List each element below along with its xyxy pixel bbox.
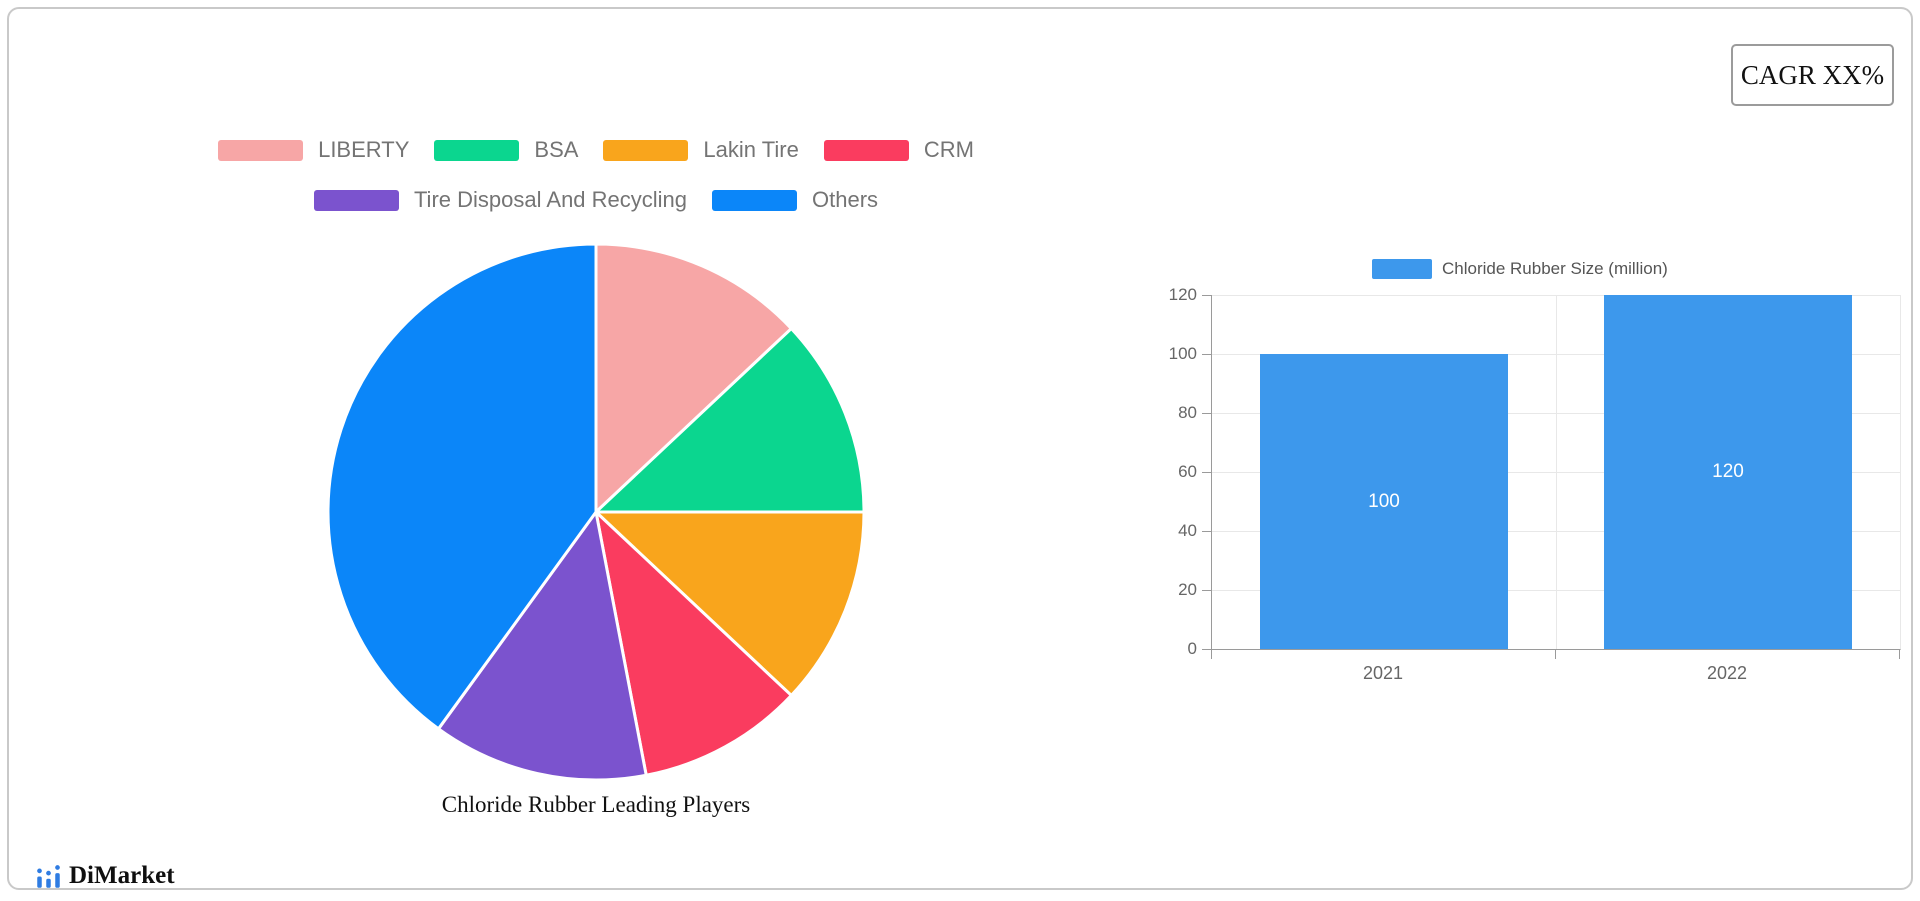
legend-swatch <box>313 189 399 211</box>
y-axis-tick-label: 100 <box>1168 344 1197 363</box>
y-axis-tick <box>1202 472 1211 473</box>
legend-swatch <box>434 139 520 161</box>
bar-2021[interactable]: 100 <box>1260 354 1508 649</box>
y-axis-tick-label: 0 <box>1187 639 1197 658</box>
x-axis-tick-label-2022: 2022 <box>1706 663 1748 683</box>
bar-value-label: 100 <box>1368 490 1400 512</box>
pie-slice-tire-disposal-and-recycling[interactable] <box>436 510 648 782</box>
legend-swatch <box>823 139 909 161</box>
pie-slice-lakin-tire[interactable] <box>594 510 866 697</box>
legend-item-bsa[interactable]: BSA <box>434 139 578 161</box>
legend-label: Others <box>812 187 879 212</box>
logo-text: DiMarket <box>69 862 175 889</box>
bar-chart-plot-area: 100 120 <box>1211 295 1901 650</box>
v-gridline <box>1556 295 1557 649</box>
pie-legend: LIBERTY BSA Lakin Tire CRM Tire Disposal And… <box>96 139 1096 211</box>
x-axis-tick <box>1899 650 1900 659</box>
x-axis-tick-label-2021: 2021 <box>1362 663 1404 683</box>
legend-label: CRM <box>923 137 974 162</box>
y-axis-tick <box>1202 649 1211 650</box>
y-axis-tick-label: 40 <box>1178 521 1197 540</box>
pie-slice-crm[interactable] <box>594 510 793 777</box>
bar-chart-legend-item[interactable]: Chloride Rubber Size (million) <box>1372 259 1668 279</box>
y-axis-tick-label: 20 <box>1178 580 1197 599</box>
legend-label: BSA <box>534 137 579 162</box>
y-axis-tick-label: 60 <box>1178 462 1197 481</box>
pie-chart-title: Chloride Rubber Leading Players <box>441 792 751 817</box>
x-axis-tick <box>1555 650 1556 659</box>
legend-item-liberty[interactable]: LIBERTY <box>218 139 409 161</box>
bar-chart-logo-icon <box>37 864 60 888</box>
pie-legend-row: LIBERTY BSA Lakin Tire CRM <box>96 139 1096 161</box>
y-axis-tick <box>1202 354 1211 355</box>
pie-chart <box>326 242 866 782</box>
y-axis-tick-label: 120 <box>1168 285 1197 304</box>
legend-swatch <box>218 139 304 161</box>
cagr-badge: CAGR XX% <box>1731 44 1894 106</box>
pie-slice-bsa[interactable] <box>594 327 866 514</box>
bar-legend-label: Chloride Rubber Size (million) <box>1442 259 1668 278</box>
legend-swatch <box>603 139 689 161</box>
y-axis-tick <box>1202 413 1211 414</box>
x-axis-tick <box>1211 650 1212 659</box>
legend-label: Tire Disposal And Recycling <box>413 187 688 212</box>
bar-2022[interactable]: 120 <box>1604 295 1852 649</box>
y-axis-tick <box>1202 295 1211 296</box>
bar-legend-swatch <box>1372 259 1432 279</box>
pie-legend-row: Tire Disposal And Recycling Others <box>96 189 1096 211</box>
legend-swatch <box>712 189 798 211</box>
pie-slice-liberty[interactable] <box>594 242 793 514</box>
y-axis-tick-label: 80 <box>1178 403 1197 422</box>
legend-item-others[interactable]: Others <box>712 189 878 211</box>
legend-item-tire-disposal-and-recycling[interactable]: Tire Disposal And Recycling <box>313 187 688 212</box>
report-frame: CAGR XX% LIBERTY BSA Lakin Tire CRM Tire Dis… <box>7 7 1913 890</box>
bar-value-label: 120 <box>1712 461 1744 482</box>
legend-item-lakin-tire[interactable]: Lakin Tire <box>603 137 799 162</box>
y-axis-tick <box>1202 531 1211 532</box>
legend-label: Lakin Tire <box>703 137 799 162</box>
pie-slice-others[interactable] <box>326 242 598 731</box>
legend-item-crm[interactable]: CRM <box>823 137 974 162</box>
legend-label: LIBERTY <box>318 137 410 162</box>
dimarket-logo: DiMarket <box>35 862 175 890</box>
y-axis-tick <box>1202 590 1211 591</box>
